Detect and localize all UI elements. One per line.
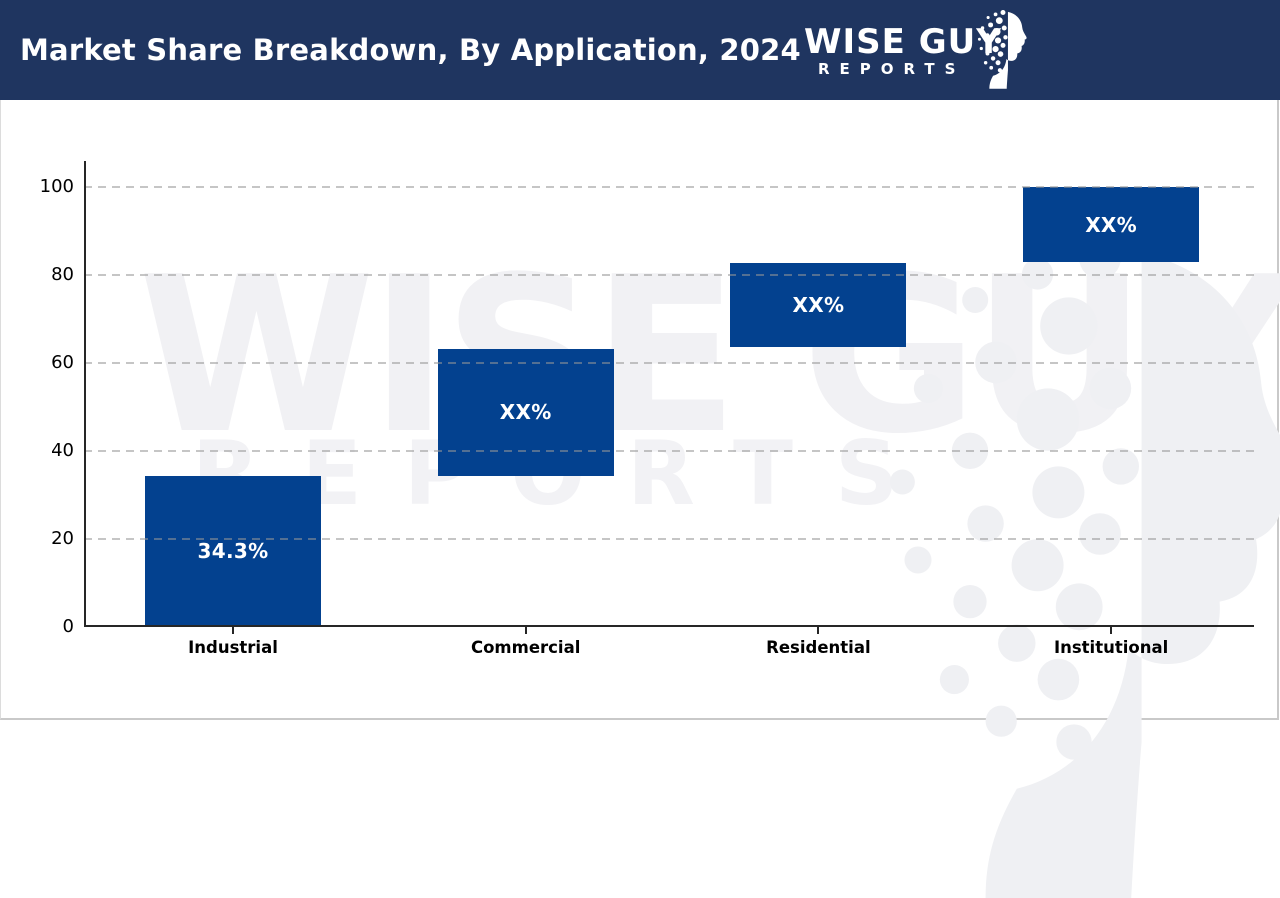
bar-residential: XX% [730, 262, 907, 348]
bar-commercial: XX% [437, 348, 614, 476]
gridline-20 [84, 537, 1256, 540]
y-axis-tick-label: 60 [51, 351, 74, 373]
bar-value-label: XX% [1085, 212, 1137, 237]
y-axis-tick-label: 40 [51, 439, 74, 461]
x-axis-category-label: Industrial [188, 638, 278, 657]
gridline-60 [84, 361, 1256, 364]
x-axis-category-label: Residential [766, 638, 871, 657]
bar-value-label: 34.3% [197, 539, 269, 564]
logo-subtext: REPORTS [818, 60, 966, 78]
chart-plot-area: 0 20 40 60 80 100 34.3% Industrial XX% Commercial… [39, 161, 1256, 657]
y-axis-tick-label: 20 [51, 527, 74, 549]
wise-guy-logo: WISE GUY REPORTS [804, 0, 1280, 100]
x-axis-category-label: Institutional [1053, 638, 1169, 657]
y-axis-tick-label: 100 [39, 175, 74, 197]
x-axis-tick-0 [232, 627, 234, 634]
y-axis [84, 161, 86, 627]
gridline-100 [84, 185, 1256, 188]
x-axis-tick-2 [817, 627, 820, 634]
header-banner: Market Share Breakdown, By Application, … [0, 0, 1280, 100]
bar-value-label: XX% [499, 400, 552, 425]
logo-wordmark: WISE GUY [804, 22, 1002, 62]
gridline-80 [84, 273, 1256, 276]
x-axis-tick-3 [1110, 627, 1113, 634]
wise-guy-head-icon [977, 10, 1027, 89]
x-axis-category-label: Commercial [470, 638, 581, 657]
bar-industrial: 34.3% [145, 475, 321, 627]
bar-value-label: XX% [792, 293, 845, 318]
bar-institutional: XX% [1023, 186, 1200, 263]
y-axis-tick-label: 0 [62, 615, 74, 637]
x-axis [84, 625, 1254, 627]
x-axis-tick-1 [524, 627, 527, 634]
gridline-40 [84, 449, 1256, 452]
y-axis-tick-label: 80 [51, 263, 74, 285]
chart-title: Market Share Breakdown, By Application, … [20, 33, 801, 67]
